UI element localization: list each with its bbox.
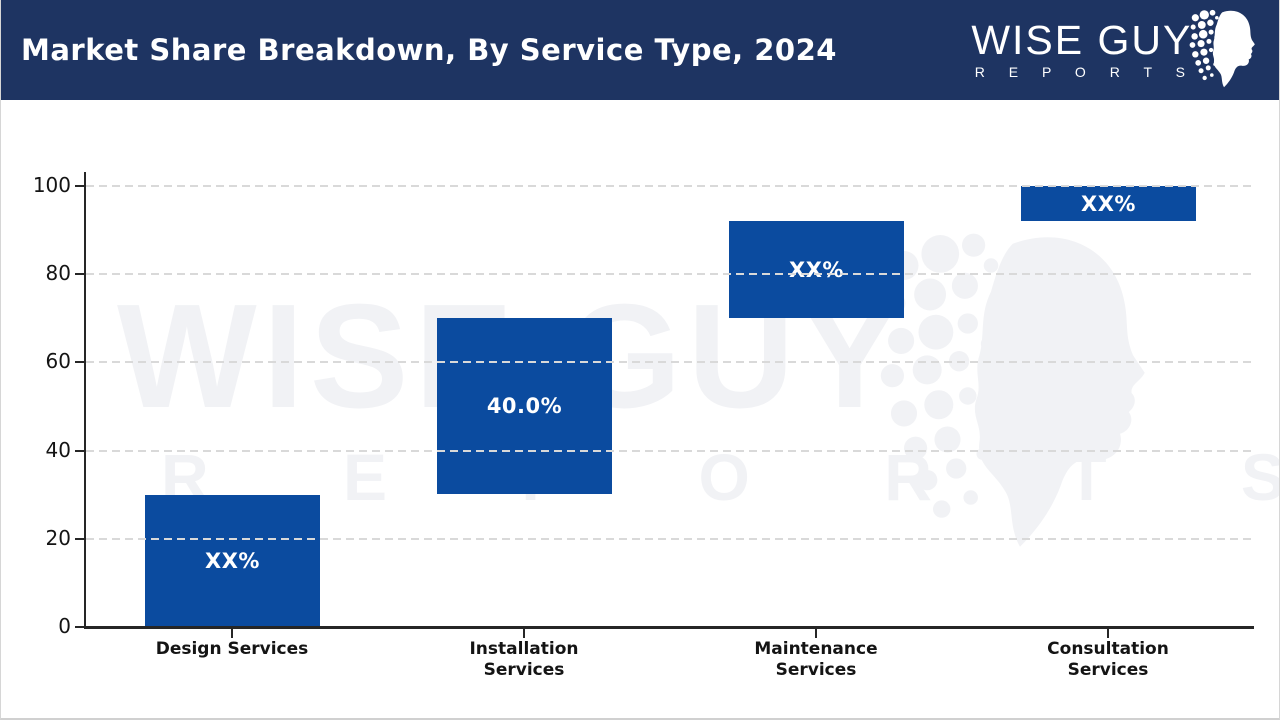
gridline	[86, 449, 1254, 452]
y-tick-mark	[75, 537, 84, 540]
y-tick-label: 60	[45, 349, 71, 374]
y-tick-label: 100	[32, 173, 71, 197]
y-tick-label: 0	[58, 614, 71, 638]
bar-value-label: XX%	[1081, 191, 1136, 216]
x-category-label: Design Services	[155, 639, 309, 659]
y-tick-label: 20	[45, 525, 71, 550]
page-title: Market Share Breakdown, By Service Type,…	[21, 33, 837, 67]
logo-subtext: R E P O R T S	[974, 64, 1195, 80]
bar-value-label: 40.0%	[486, 394, 563, 418]
x-category-label: Consultation Services	[1047, 639, 1169, 681]
bar-value-label: XX%	[205, 549, 260, 573]
bar-value-label: XX%	[789, 257, 844, 282]
bar: XX%	[145, 495, 320, 627]
y-tick-mark	[75, 626, 84, 628]
y-tick-mark	[75, 273, 84, 276]
x-tick-mark	[1107, 629, 1109, 638]
header-bar: Market Share Breakdown, By Service Type,…	[1, 0, 1279, 100]
gridline	[86, 273, 1254, 276]
logo-text: WISE GUY R E P O R T S	[969, 17, 1195, 81]
x-category-label: Installation Services	[469, 639, 579, 681]
y-tick-mark	[75, 449, 84, 452]
bar: 40.0%	[437, 318, 612, 494]
gridline	[86, 537, 1254, 540]
bar: XX%	[1021, 186, 1196, 221]
x-tick-mark	[231, 629, 233, 638]
x-axis-line	[86, 626, 1254, 629]
gridline	[86, 185, 1254, 187]
x-tick-mark	[523, 629, 525, 638]
y-tick-mark	[75, 361, 84, 364]
logo-wordmark: WISE GUY	[971, 17, 1193, 63]
x-category-label: Maintenance Services	[754, 639, 878, 681]
y-tick-label: 80	[45, 261, 71, 286]
y-tick-label: 40	[45, 437, 71, 462]
bar: XX%	[729, 221, 904, 318]
y-axis-line	[84, 172, 86, 629]
gridline	[86, 361, 1254, 364]
x-tick-mark	[815, 629, 817, 638]
wise-guy-logo: WISE GUY R E P O R T S	[969, 7, 1267, 93]
y-tick-mark	[75, 185, 84, 187]
